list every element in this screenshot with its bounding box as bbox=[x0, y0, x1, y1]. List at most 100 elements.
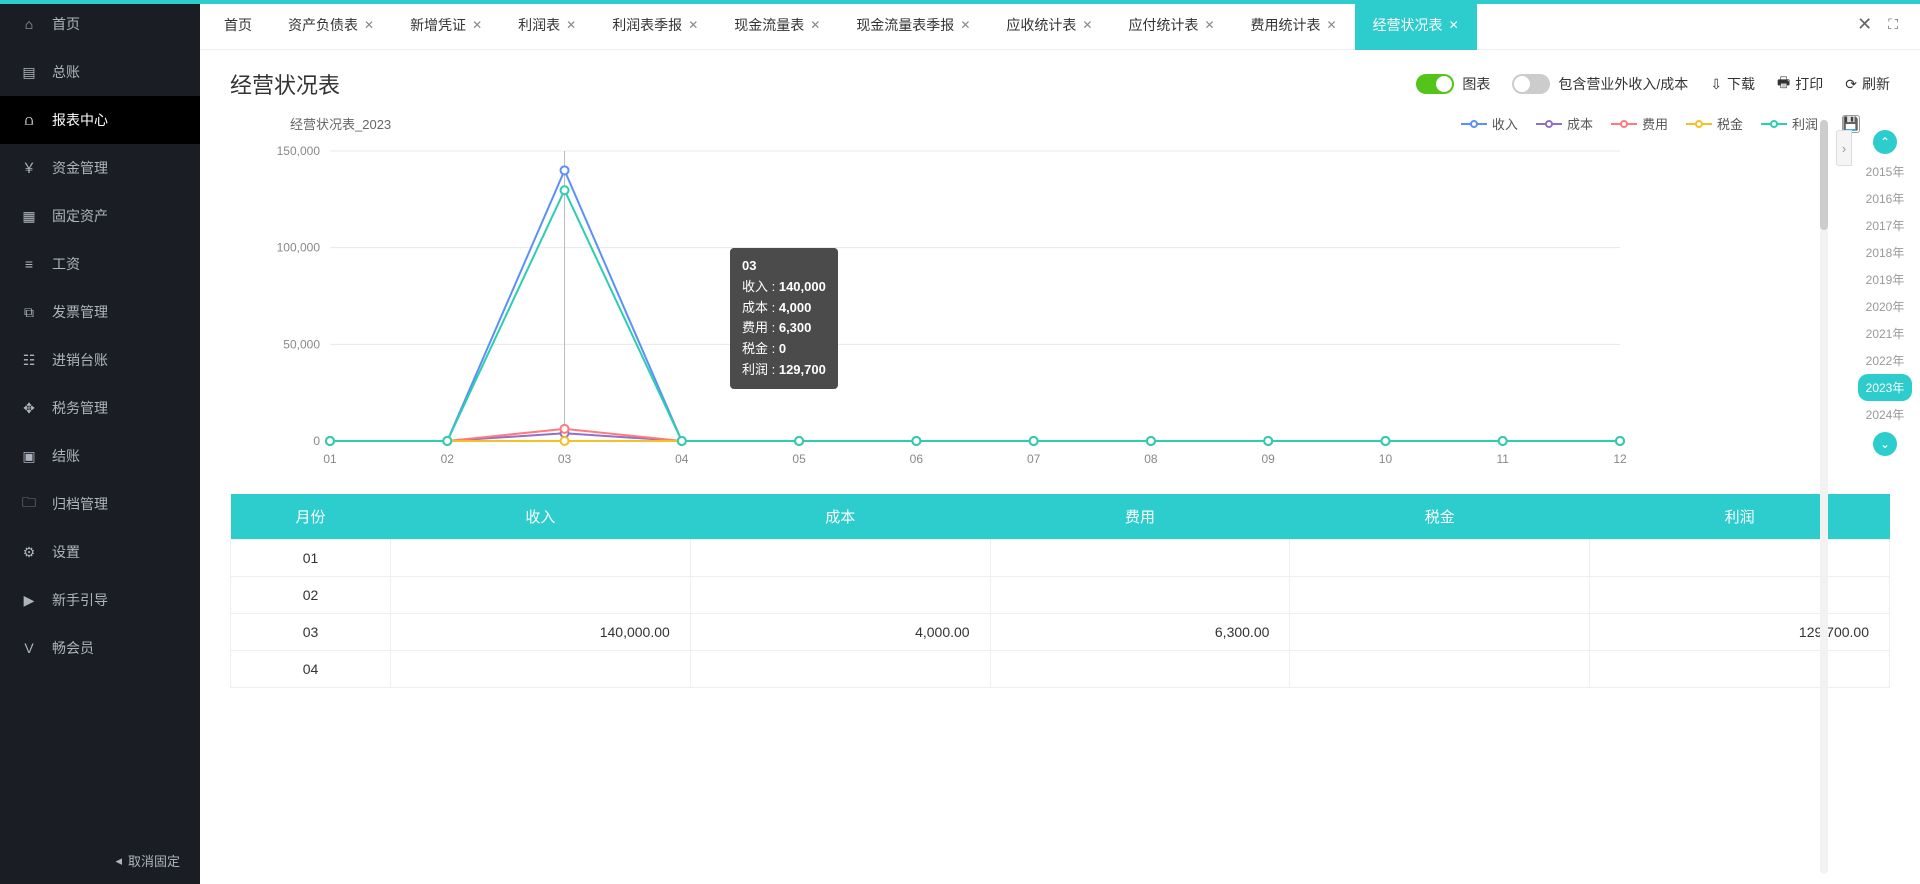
chart-icon: ⩍ bbox=[20, 111, 38, 129]
fullscreen-icon[interactable]: ⛶ bbox=[1888, 16, 1898, 33]
sidebar-item-archive[interactable]: 🗀归档管理 bbox=[0, 480, 200, 528]
table-body: 010203140,000.004,000.006,300.00129,700.… bbox=[231, 540, 1890, 688]
tab-label: 新增凭证 bbox=[410, 15, 466, 35]
table-cell bbox=[1290, 577, 1590, 614]
sidebar-unpin[interactable]: ◂ 取消固定 bbox=[0, 837, 200, 884]
unpin-icon: ◂ bbox=[115, 853, 122, 869]
tab-close-icon[interactable]: ✕ bbox=[688, 18, 698, 32]
sidebar: ⌂首页▤总账⩍报表中心￥资金管理▦固定资产≡工资⧉发票管理☷进销台账✥税务管理▣… bbox=[0, 0, 200, 884]
tab-close-icon[interactable]: ✕ bbox=[1449, 18, 1459, 32]
download-button[interactable]: ⇩ 下载 bbox=[1710, 74, 1755, 94]
year-item[interactable]: 2019年 bbox=[1858, 266, 1913, 293]
year-rail-collapse[interactable]: › bbox=[1836, 130, 1852, 166]
legend-marker bbox=[1686, 120, 1712, 128]
tab[interactable]: 资产负债表✕ bbox=[270, 0, 392, 50]
toggle-chart-label: 图表 bbox=[1462, 74, 1490, 94]
table-cell bbox=[1590, 651, 1890, 688]
legend-label: 费用 bbox=[1642, 114, 1668, 133]
invoice-icon: ⧉ bbox=[20, 303, 38, 321]
legend-marker bbox=[1536, 120, 1562, 128]
legend-item[interactable]: 利润 bbox=[1761, 114, 1818, 133]
tab[interactable]: 现金流量表季报 ✕ bbox=[838, 0, 988, 50]
legend-marker bbox=[1761, 120, 1787, 128]
sidebar-item-close-book[interactable]: ▣结账 bbox=[0, 432, 200, 480]
chart-card: 经营状况表_2023 收入成本费用税金利润💾 050,000100,000150… bbox=[230, 114, 1890, 474]
tab[interactable]: 应收统计表✕ bbox=[988, 0, 1110, 50]
sidebar-item-chart[interactable]: ⩍报表中心 bbox=[0, 96, 200, 144]
sidebar-item-guide[interactable]: ▶新手引导 bbox=[0, 576, 200, 624]
chart-plot: 050,000100,000150,0000102030405060708091… bbox=[230, 141, 1890, 474]
scrollbar-thumb[interactable] bbox=[1820, 120, 1828, 230]
legend-item[interactable]: 收入 bbox=[1461, 114, 1518, 133]
tab[interactable]: 费用统计表✕ bbox=[1233, 0, 1355, 50]
settings-icon: ⚙ bbox=[20, 543, 38, 561]
table-cell bbox=[990, 651, 1290, 688]
refresh-button[interactable]: ⟳ 刷新 bbox=[1845, 74, 1890, 94]
year-up-icon[interactable]: ⌃ bbox=[1873, 130, 1897, 154]
sidebar-item-vip[interactable]: V畅会员 bbox=[0, 624, 200, 672]
tab-label: 经营状况表 bbox=[1373, 15, 1443, 35]
page-title: 经营状况表 bbox=[230, 68, 340, 100]
sidebar-item-money[interactable]: ￥资金管理 bbox=[0, 144, 200, 192]
tab-close-icon[interactable]: ✕ bbox=[364, 18, 374, 32]
svg-text:06: 06 bbox=[910, 452, 924, 466]
legend-item[interactable]: 税金 bbox=[1686, 114, 1743, 133]
sidebar-item-label: 进销台账 bbox=[52, 350, 108, 370]
tab-close-icon[interactable]: ✕ bbox=[1327, 18, 1337, 32]
table-cell: 4,000.00 bbox=[690, 614, 990, 651]
year-item[interactable]: 2015年 bbox=[1858, 158, 1913, 185]
close-all-tabs-icon[interactable]: ✕ bbox=[1857, 14, 1872, 35]
sidebar-item-settings[interactable]: ⚙设置 bbox=[0, 528, 200, 576]
year-item[interactable]: 2023年 bbox=[1858, 374, 1913, 401]
year-item[interactable]: 2016年 bbox=[1858, 185, 1913, 212]
tab[interactable]: 首页 bbox=[206, 0, 270, 50]
sidebar-item-home[interactable]: ⌂首页 bbox=[0, 0, 200, 48]
year-item[interactable]: 2018年 bbox=[1858, 239, 1913, 266]
scrollbar-track[interactable] bbox=[1820, 120, 1828, 874]
tab[interactable]: 利润表✕ bbox=[500, 0, 594, 50]
year-item[interactable]: 2024年 bbox=[1858, 401, 1913, 428]
money-icon: ￥ bbox=[20, 159, 38, 177]
svg-text:50,000: 50,000 bbox=[283, 337, 320, 351]
table-cell: 01 bbox=[231, 540, 391, 577]
legend-item[interactable]: 成本 bbox=[1536, 114, 1593, 133]
sidebar-item-ledger[interactable]: ▤总账 bbox=[0, 48, 200, 96]
tab-close-icon[interactable]: ✕ bbox=[810, 18, 820, 32]
refresh-label: 刷新 bbox=[1862, 74, 1890, 94]
tab-close-icon[interactable]: ✕ bbox=[960, 18, 970, 32]
tab[interactable]: 经营状况表 ✕ bbox=[1355, 0, 1477, 50]
tab[interactable]: 新增凭证 ✕ bbox=[392, 0, 500, 50]
sidebar-item-label: 畅会员 bbox=[52, 638, 94, 658]
tab-close-icon[interactable]: ✕ bbox=[1082, 18, 1092, 32]
tab[interactable]: 应付统计表✕ bbox=[1110, 0, 1232, 50]
sidebar-item-salary[interactable]: ≡工资 bbox=[0, 240, 200, 288]
guide-icon: ▶ bbox=[20, 591, 38, 609]
svg-text:100,000: 100,000 bbox=[277, 241, 321, 255]
year-down-icon[interactable]: ⌄ bbox=[1873, 432, 1897, 456]
print-button[interactable]: 🖶 打印 bbox=[1777, 72, 1823, 96]
sidebar-item-tax[interactable]: ✥税务管理 bbox=[0, 384, 200, 432]
tab-close-icon[interactable]: ✕ bbox=[566, 18, 576, 32]
legend-label: 成本 bbox=[1567, 114, 1593, 133]
year-item[interactable]: 2021年 bbox=[1858, 320, 1913, 347]
tab-close-icon[interactable]: ✕ bbox=[472, 18, 482, 32]
table-header-cell: 费用 bbox=[990, 494, 1290, 540]
svg-text:12: 12 bbox=[1613, 452, 1627, 466]
year-item[interactable]: 2022年 bbox=[1858, 347, 1913, 374]
sidebar-item-inventory[interactable]: ☷进销台账 bbox=[0, 336, 200, 384]
tab-label: 现金流量表季报 bbox=[856, 15, 954, 35]
year-item[interactable]: 2017年 bbox=[1858, 212, 1913, 239]
toggle-chart[interactable] bbox=[1416, 74, 1454, 94]
toggle-include[interactable] bbox=[1512, 74, 1550, 94]
sidebar-item-asset[interactable]: ▦固定资产 bbox=[0, 192, 200, 240]
table-cell bbox=[391, 577, 691, 614]
tab[interactable]: 利润表季报✕ bbox=[594, 0, 716, 50]
sidebar-item-invoice[interactable]: ⧉发票管理 bbox=[0, 288, 200, 336]
legend-label: 税金 bbox=[1717, 114, 1743, 133]
legend-item[interactable]: 费用 bbox=[1611, 114, 1668, 133]
year-item[interactable]: 2020年 bbox=[1858, 293, 1913, 320]
tab-close-icon[interactable]: ✕ bbox=[1204, 18, 1214, 32]
tab[interactable]: 现金流量表✕ bbox=[716, 0, 838, 50]
table-row: 03140,000.004,000.006,300.00129,700.00 bbox=[231, 614, 1890, 651]
svg-text:11: 11 bbox=[1496, 452, 1509, 466]
